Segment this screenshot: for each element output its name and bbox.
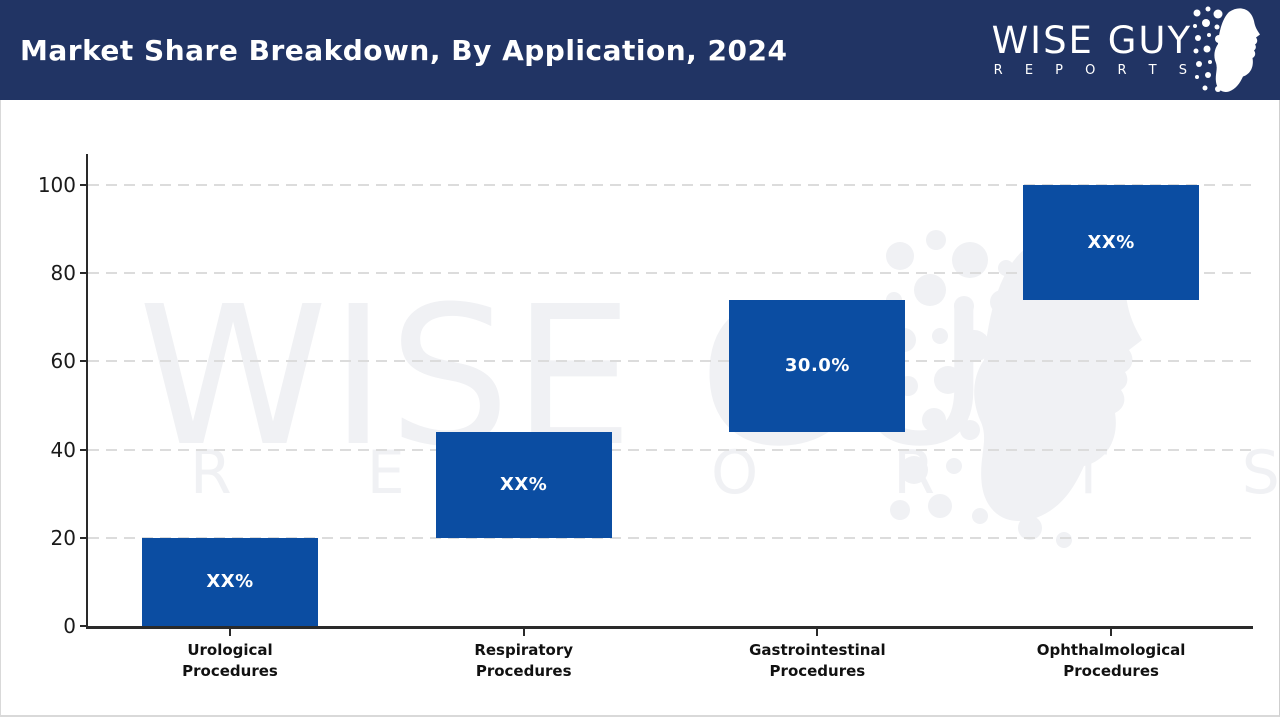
category-label-3: Ophthalmological Procedures	[991, 640, 1231, 682]
gridline-100	[88, 184, 1253, 186]
y-axis-tick-100	[80, 184, 87, 186]
gridline-60	[88, 360, 1253, 363]
category-label-line: Procedures	[1063, 662, 1159, 680]
bar-value-label: 30.0%	[784, 355, 850, 377]
page-title: Market Share Breakdown, By Application, …	[20, 33, 788, 67]
logo-subtitle: R E P O R T S	[993, 62, 1196, 78]
y-axis-tick-80	[80, 272, 87, 275]
bar-gastrointestinal: 30.0%	[729, 299, 906, 432]
y-axis-tick-label-60: 60	[50, 349, 76, 374]
logo-text: WISE GUY R E P O R T S	[988, 19, 1196, 78]
bar-value-label: XX%	[1087, 231, 1135, 253]
y-axis-tick-60	[80, 360, 87, 363]
x-axis-tick-0	[229, 629, 231, 636]
y-axis-tick-label-40: 40	[50, 437, 76, 462]
category-label-line: Ophthalmological	[1036, 641, 1186, 659]
category-label-1: Respiratory Procedures	[404, 640, 644, 682]
logo-face-dots-icon	[1193, 6, 1260, 92]
header-bar: Market Share Breakdown, By Application, …	[0, 0, 1280, 100]
y-axis-line	[86, 153, 88, 629]
category-label-line: Gastrointestinal	[749, 641, 886, 659]
y-axis-tick-label-100: 100	[37, 173, 76, 197]
x-axis-tick-1	[522, 629, 525, 636]
bar-value-label: XX%	[500, 474, 548, 496]
y-axis-tick-label-20: 20	[50, 525, 76, 550]
category-label-line: Procedures	[475, 662, 572, 680]
gridline-40	[88, 448, 1253, 451]
category-label-line: Urological	[187, 641, 273, 659]
logo-wordmark: WISE GUY	[991, 19, 1193, 63]
bar-value-label: XX%	[206, 571, 254, 593]
y-axis-tick-0	[80, 625, 87, 627]
watermark-face-dots-icon	[886, 230, 1142, 548]
category-label-line: Procedures	[769, 662, 866, 680]
x-axis-line	[86, 626, 1253, 629]
bar-urological: XX%	[142, 537, 318, 626]
category-label-line: Respiratory	[474, 641, 574, 659]
y-axis-tick-40	[80, 448, 87, 451]
category-label-0: Urological Procedures	[110, 640, 350, 682]
y-axis-tick-label-0: 0	[63, 614, 76, 638]
gridline-20	[88, 536, 1253, 539]
y-axis-tick-label-80: 80	[50, 261, 76, 286]
x-axis-tick-3	[1110, 629, 1113, 636]
x-axis-tick-2	[816, 629, 819, 636]
category-label-2: Gastrointestinal Procedures	[697, 640, 937, 682]
y-axis-tick-20	[80, 536, 87, 539]
wise-guy-reports-logo: WISE GUY R E P O R T S	[988, 4, 1280, 96]
gridline-80	[88, 272, 1253, 275]
category-label-line: Procedures	[182, 662, 278, 680]
bar-respiratory: XX%	[435, 431, 612, 538]
bar-ophthalmological: XX%	[1023, 185, 1200, 300]
